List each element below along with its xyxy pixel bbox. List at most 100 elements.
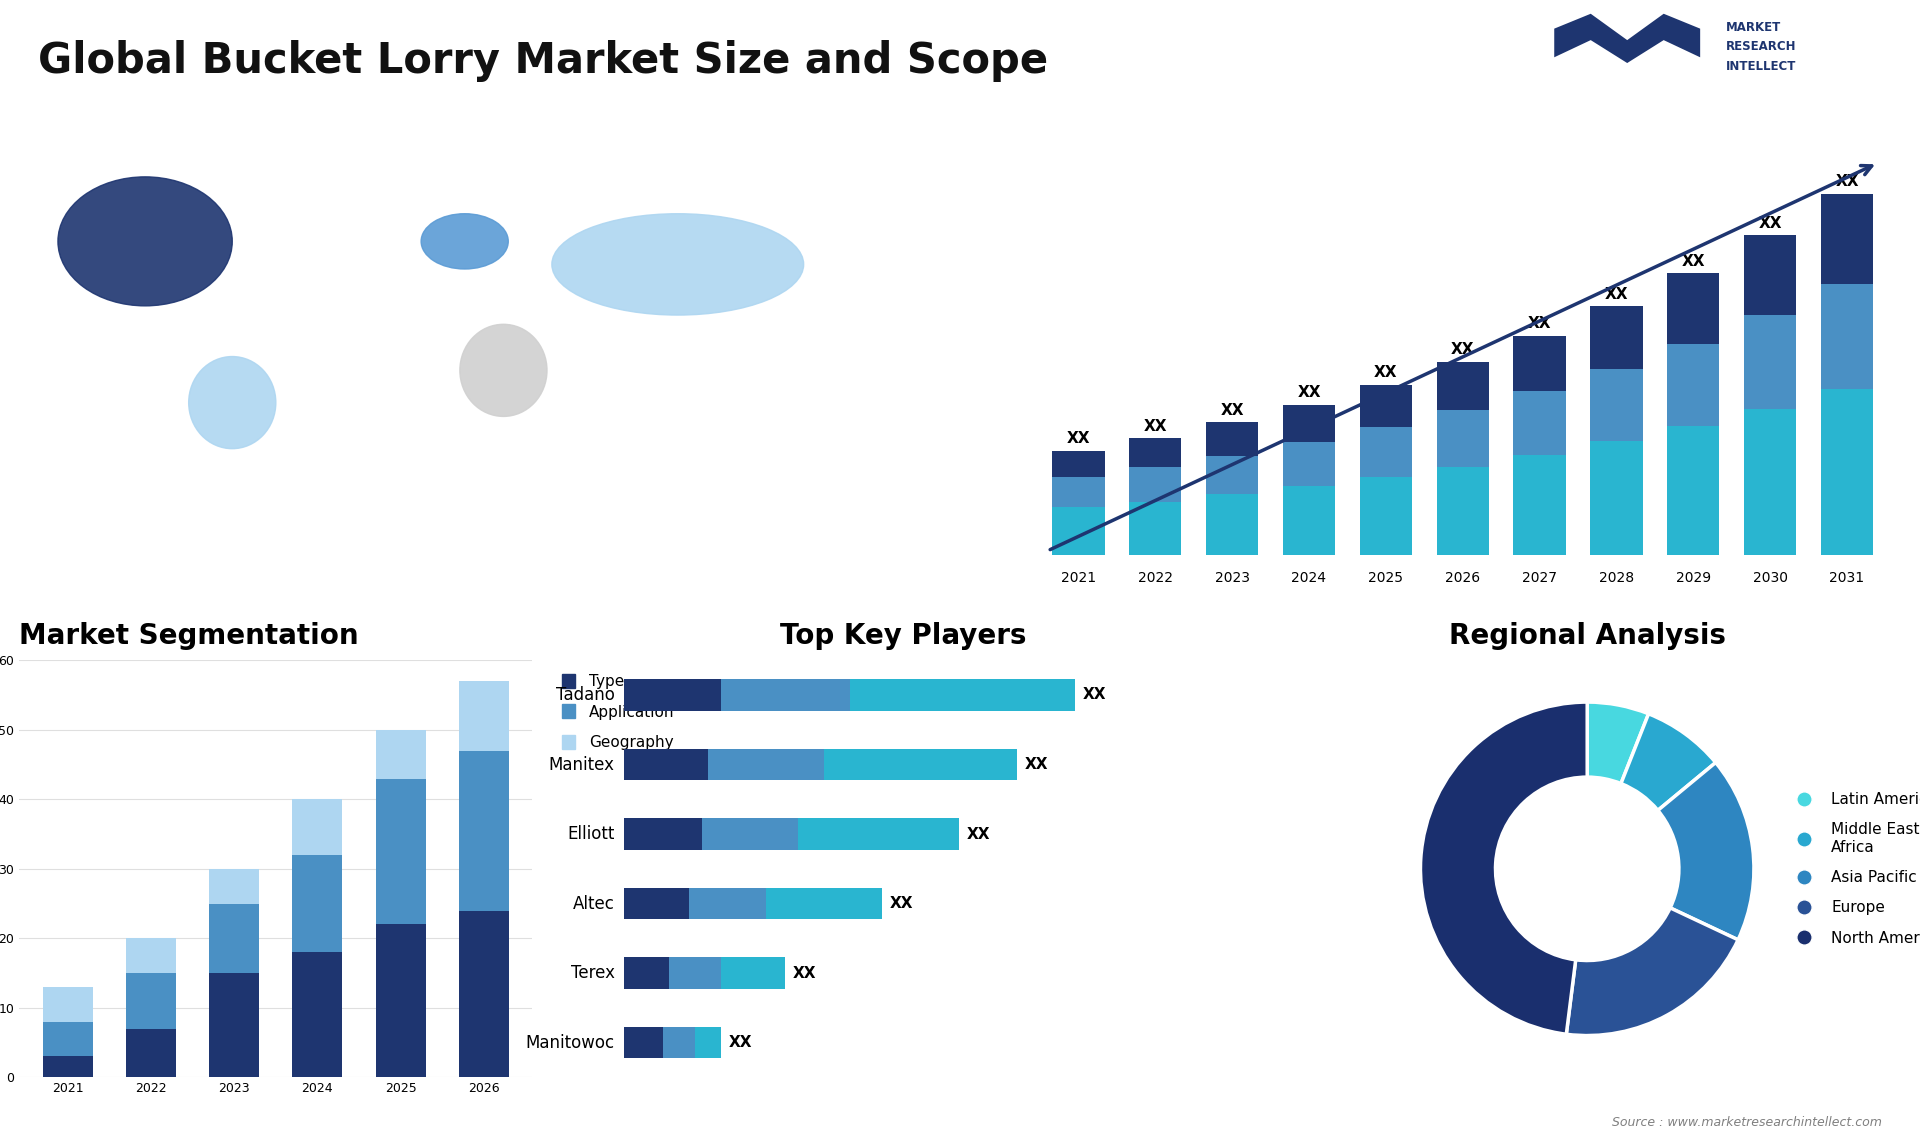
Bar bbox=[1590, 306, 1642, 369]
Wedge shape bbox=[1620, 714, 1716, 810]
Text: XX: XX bbox=[730, 1035, 753, 1050]
Text: XX: XX bbox=[1221, 403, 1244, 418]
Polygon shape bbox=[1555, 14, 1701, 63]
Bar bbox=[1206, 456, 1258, 494]
Bar bbox=[1590, 441, 1642, 555]
Text: XX: XX bbox=[1144, 418, 1167, 433]
Ellipse shape bbox=[551, 213, 804, 315]
Bar bbox=[1052, 450, 1104, 477]
Bar bbox=[1667, 273, 1720, 344]
Bar bbox=[459, 681, 509, 751]
Bar bbox=[624, 1027, 662, 1058]
Text: XX: XX bbox=[968, 826, 991, 841]
Bar bbox=[824, 748, 1018, 780]
Bar bbox=[209, 869, 259, 903]
Legend: Type, Application, Geography: Type, Application, Geography bbox=[555, 668, 680, 756]
Bar bbox=[1129, 502, 1181, 555]
Text: Terex: Terex bbox=[570, 964, 614, 982]
Bar bbox=[701, 818, 799, 849]
Bar bbox=[209, 903, 259, 973]
Bar bbox=[624, 680, 722, 711]
Bar bbox=[1206, 494, 1258, 555]
Bar bbox=[1743, 409, 1797, 555]
Text: XX: XX bbox=[1068, 431, 1091, 446]
Bar bbox=[624, 888, 689, 919]
Text: Elliott: Elliott bbox=[566, 825, 614, 843]
Text: 2028: 2028 bbox=[1599, 571, 1634, 584]
Text: Market Segmentation: Market Segmentation bbox=[19, 622, 359, 650]
Bar bbox=[662, 1027, 695, 1058]
Text: XX: XX bbox=[1025, 758, 1048, 772]
Bar bbox=[1359, 385, 1411, 427]
Text: Altec: Altec bbox=[572, 895, 614, 912]
Text: Source : www.marketresearchintellect.com: Source : www.marketresearchintellect.com bbox=[1611, 1116, 1882, 1129]
Bar bbox=[1820, 194, 1874, 284]
Bar bbox=[624, 748, 708, 780]
Text: Manitowoc: Manitowoc bbox=[526, 1034, 614, 1052]
Wedge shape bbox=[1421, 702, 1588, 1034]
Text: 2030: 2030 bbox=[1753, 571, 1788, 584]
Bar bbox=[459, 751, 509, 911]
Bar bbox=[292, 855, 342, 952]
Wedge shape bbox=[1567, 908, 1738, 1036]
Bar bbox=[209, 973, 259, 1077]
Text: 2026: 2026 bbox=[1446, 571, 1480, 584]
Bar bbox=[1667, 426, 1720, 555]
Text: MARKET: MARKET bbox=[1726, 21, 1782, 33]
Bar bbox=[1820, 284, 1874, 390]
Bar bbox=[376, 925, 426, 1077]
Bar bbox=[670, 957, 722, 989]
Text: 2022: 2022 bbox=[1139, 571, 1173, 584]
Bar bbox=[127, 973, 177, 1029]
Bar bbox=[1513, 391, 1565, 455]
Ellipse shape bbox=[58, 176, 232, 306]
Bar bbox=[459, 911, 509, 1077]
Bar bbox=[695, 1027, 722, 1058]
Legend: Latin America, Middle East &
Africa, Asia Pacific, Europe, North America: Latin America, Middle East & Africa, Asi… bbox=[1782, 786, 1920, 951]
Bar bbox=[1283, 486, 1334, 555]
Ellipse shape bbox=[420, 213, 509, 269]
Text: XX: XX bbox=[1836, 174, 1859, 189]
Bar bbox=[1513, 336, 1565, 391]
Bar bbox=[1359, 477, 1411, 555]
Bar bbox=[1436, 410, 1488, 466]
Bar bbox=[1743, 235, 1797, 315]
Bar bbox=[1590, 369, 1642, 441]
Bar bbox=[376, 730, 426, 778]
Text: XX: XX bbox=[1452, 343, 1475, 358]
Text: INTELLECT: INTELLECT bbox=[1726, 60, 1795, 72]
Bar bbox=[1206, 423, 1258, 456]
Bar bbox=[42, 1022, 92, 1057]
Bar bbox=[1743, 315, 1797, 409]
Text: 2023: 2023 bbox=[1215, 571, 1250, 584]
Text: XX: XX bbox=[1605, 286, 1628, 303]
Bar bbox=[689, 888, 766, 919]
Bar bbox=[292, 800, 342, 855]
Text: Tadano: Tadano bbox=[555, 686, 614, 704]
Bar bbox=[1513, 455, 1565, 555]
Bar bbox=[766, 888, 881, 919]
Bar bbox=[42, 1057, 92, 1077]
Bar bbox=[624, 818, 701, 849]
Text: RESEARCH: RESEARCH bbox=[1726, 40, 1797, 53]
Bar bbox=[624, 957, 670, 989]
Bar bbox=[851, 680, 1075, 711]
Bar bbox=[1436, 466, 1488, 555]
Ellipse shape bbox=[188, 356, 276, 449]
Ellipse shape bbox=[461, 324, 547, 416]
Text: Global Bucket Lorry Market Size and Scope: Global Bucket Lorry Market Size and Scop… bbox=[38, 40, 1048, 83]
Text: 2027: 2027 bbox=[1523, 571, 1557, 584]
Bar bbox=[722, 957, 785, 989]
Text: XX: XX bbox=[1375, 366, 1398, 380]
Text: XX: XX bbox=[1528, 316, 1551, 331]
Bar bbox=[1359, 427, 1411, 477]
Wedge shape bbox=[1657, 762, 1755, 940]
Bar bbox=[1129, 468, 1181, 502]
Text: XX: XX bbox=[1083, 688, 1106, 702]
Text: 2021: 2021 bbox=[1062, 571, 1096, 584]
Bar bbox=[799, 818, 960, 849]
Bar bbox=[292, 952, 342, 1077]
Text: XX: XX bbox=[1759, 215, 1782, 231]
Bar bbox=[127, 939, 177, 973]
Text: Manitex: Manitex bbox=[549, 755, 614, 774]
